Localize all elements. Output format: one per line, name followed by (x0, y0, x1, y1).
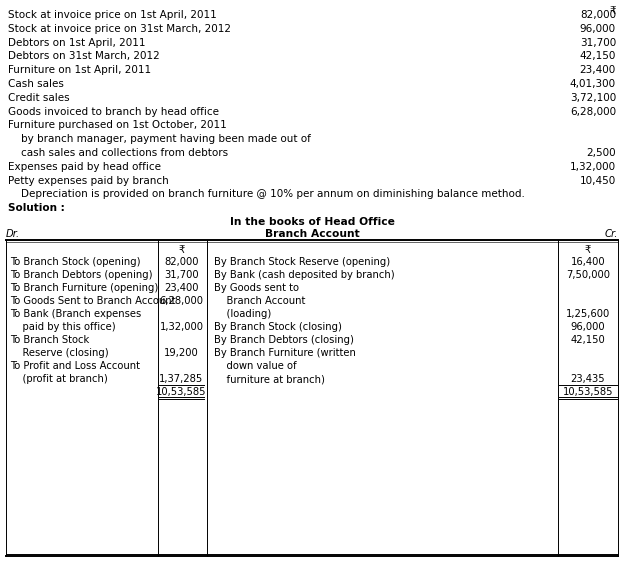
Text: To Bank (Branch expenses: To Bank (Branch expenses (10, 309, 141, 319)
Text: Cr.: Cr. (605, 229, 618, 239)
Text: 23,400: 23,400 (164, 283, 199, 293)
Text: Stock at invoice price on 1st April, 2011: Stock at invoice price on 1st April, 201… (8, 10, 217, 20)
Text: 31,700: 31,700 (580, 38, 616, 47)
Text: ₹: ₹ (585, 245, 591, 255)
Text: To Branch Debtors (opening): To Branch Debtors (opening) (10, 270, 152, 280)
Text: 31,700: 31,700 (164, 270, 199, 280)
Text: Furniture purchased on 1st October, 2011: Furniture purchased on 1st October, 2011 (8, 120, 227, 130)
Text: Expenses paid by head office: Expenses paid by head office (8, 162, 161, 172)
Text: Debtors on 31st March, 2012: Debtors on 31st March, 2012 (8, 51, 160, 61)
Text: 42,150: 42,150 (570, 335, 605, 345)
Text: 6,28,000: 6,28,000 (570, 107, 616, 117)
Text: Credit sales: Credit sales (8, 93, 70, 103)
Text: Depreciation is provided on branch furniture @ 10% per annum on diminishing bala: Depreciation is provided on branch furni… (8, 190, 525, 200)
Text: Goods invoiced to branch by head office: Goods invoiced to branch by head office (8, 107, 219, 117)
Text: By Branch Debtors (closing): By Branch Debtors (closing) (214, 335, 354, 345)
Text: (loading): (loading) (214, 309, 271, 319)
Text: 10,450: 10,450 (580, 175, 616, 186)
Text: Debtors on 1st April, 2011: Debtors on 1st April, 2011 (8, 38, 145, 47)
Text: 7,50,000: 7,50,000 (566, 270, 610, 280)
Text: 16,400: 16,400 (571, 257, 605, 267)
Text: 4,01,300: 4,01,300 (570, 79, 616, 89)
Text: ₹: ₹ (178, 245, 185, 255)
Text: By Bank (cash deposited by branch): By Bank (cash deposited by branch) (214, 270, 394, 280)
Text: Stock at invoice price on 31st March, 2012: Stock at invoice price on 31st March, 20… (8, 24, 231, 34)
Text: 19,200: 19,200 (164, 348, 199, 358)
Text: Dr.: Dr. (6, 229, 20, 239)
Text: paid by this office): paid by this office) (10, 322, 115, 332)
Text: 23,400: 23,400 (580, 65, 616, 75)
Text: by branch manager, payment having been made out of: by branch manager, payment having been m… (8, 134, 311, 144)
Text: To Branch Stock: To Branch Stock (10, 335, 89, 345)
Text: furniture at branch): furniture at branch) (214, 374, 325, 384)
Text: 1,32,000: 1,32,000 (570, 162, 616, 172)
Text: To Branch Furniture (opening): To Branch Furniture (opening) (10, 283, 158, 293)
Text: In the books of Head Office: In the books of Head Office (230, 217, 394, 227)
Text: 82,000: 82,000 (580, 10, 616, 20)
Text: To Goods Sent to Branch Account: To Goods Sent to Branch Account (10, 296, 175, 306)
Text: 96,000: 96,000 (571, 322, 605, 332)
Text: Cash sales: Cash sales (8, 79, 64, 89)
Text: By Goods sent to: By Goods sent to (214, 283, 299, 293)
Text: (profit at branch): (profit at branch) (10, 374, 108, 384)
Text: 3,72,100: 3,72,100 (570, 93, 616, 103)
Text: cash sales and collections from debtors: cash sales and collections from debtors (8, 148, 228, 158)
Text: By Branch Stock Reserve (opening): By Branch Stock Reserve (opening) (214, 257, 390, 267)
Text: To Profit and Loss Account: To Profit and Loss Account (10, 361, 140, 371)
Text: 1,32,000: 1,32,000 (160, 322, 203, 332)
Text: 6,28,000: 6,28,000 (160, 296, 203, 306)
Text: 10,53,585: 10,53,585 (156, 387, 207, 397)
Text: 1,37,285: 1,37,285 (159, 374, 203, 384)
Text: ₹: ₹ (610, 6, 616, 16)
Text: By Branch Furniture (written: By Branch Furniture (written (214, 348, 356, 358)
Text: Furniture on 1st April, 2011: Furniture on 1st April, 2011 (8, 65, 151, 75)
Text: Branch Account: Branch Account (214, 296, 305, 306)
Text: 23,435: 23,435 (571, 374, 605, 384)
Text: By Branch Stock (closing): By Branch Stock (closing) (214, 322, 342, 332)
Text: Petty expenses paid by branch: Petty expenses paid by branch (8, 175, 168, 186)
Text: Reserve (closing): Reserve (closing) (10, 348, 109, 358)
Text: 96,000: 96,000 (580, 24, 616, 34)
Text: To Branch Stock (opening): To Branch Stock (opening) (10, 257, 140, 267)
Text: 82,000: 82,000 (164, 257, 199, 267)
Text: 1,25,600: 1,25,600 (566, 309, 610, 319)
Text: 42,150: 42,150 (580, 51, 616, 61)
Text: Branch Account: Branch Account (265, 229, 359, 239)
Text: Solution :: Solution : (8, 203, 65, 213)
Text: 2,500: 2,500 (587, 148, 616, 158)
Text: 10,53,585: 10,53,585 (563, 387, 613, 397)
Text: down value of: down value of (214, 361, 296, 371)
